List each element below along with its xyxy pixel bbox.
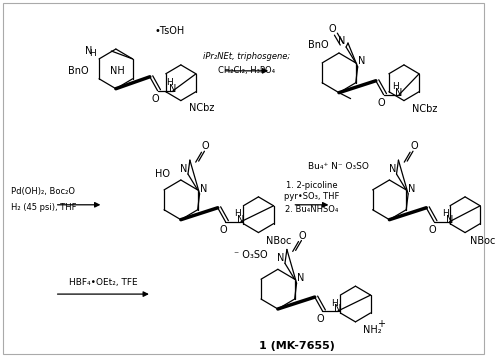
Text: ⁻ O₃SO: ⁻ O₃SO [234,250,268,260]
Text: NBoc: NBoc [470,236,496,246]
Text: NH₂: NH₂ [363,325,382,335]
Text: +: + [376,319,384,329]
Text: O: O [316,314,324,324]
Text: HO: HO [156,169,170,179]
Text: 2. Bu₄NHSO₄: 2. Bu₄NHSO₄ [285,205,339,214]
Text: N: N [278,253,285,263]
Text: NCbz: NCbz [412,104,437,114]
Text: N: N [85,46,92,56]
Text: NCbz: NCbz [188,102,214,112]
Text: N: N [408,184,416,194]
Text: iPr₂NEt, triphosgene;: iPr₂NEt, triphosgene; [203,52,290,61]
Text: N: N [180,164,188,174]
Text: O: O [152,94,160,104]
Text: O: O [328,24,336,34]
Text: O: O [378,97,386,107]
Text: H₂ (45 psi), THF: H₂ (45 psi), THF [11,203,76,212]
Text: O: O [428,225,436,235]
Text: O: O [298,231,306,241]
Text: CH₂Cl₂, H₃PO₄: CH₂Cl₂, H₃PO₄ [218,66,276,75]
Text: O: O [202,141,209,151]
Text: NH: NH [110,66,125,76]
Text: H: H [442,209,449,218]
Text: pyr•SO₃, THF: pyr•SO₃, THF [284,192,340,201]
Text: N: N [200,184,207,194]
Text: 1 (MK-7655): 1 (MK-7655) [260,341,335,351]
Text: Bu₄⁺ N⁻ O₃SO: Bu₄⁺ N⁻ O₃SO [308,162,370,171]
Text: BnO: BnO [68,66,88,76]
Text: O: O [410,141,418,151]
Text: H: H [234,209,240,218]
Text: H: H [166,78,172,87]
Text: N: N [446,215,453,225]
Text: H: H [330,298,338,307]
Text: N: N [334,304,342,314]
Text: N: N [170,84,177,94]
Text: N: N [396,88,403,98]
Text: O: O [220,225,228,235]
Text: Pd(OH)₂, Boc₂O: Pd(OH)₂, Boc₂O [11,187,75,196]
Text: N: N [338,36,346,46]
Text: HBF₄•OEt₂, TFE: HBF₄•OEt₂, TFE [69,278,138,287]
Text: BnO: BnO [308,40,328,50]
Text: N: N [358,56,366,66]
Text: •TsOH: •TsOH [154,26,185,36]
Text: N: N [389,164,396,174]
Text: 1. 2-picoline: 1. 2-picoline [286,181,338,190]
Text: NBoc: NBoc [266,236,291,246]
Text: N: N [238,215,244,225]
Text: H: H [392,82,398,91]
Text: N: N [297,273,304,283]
Text: H: H [89,50,96,59]
